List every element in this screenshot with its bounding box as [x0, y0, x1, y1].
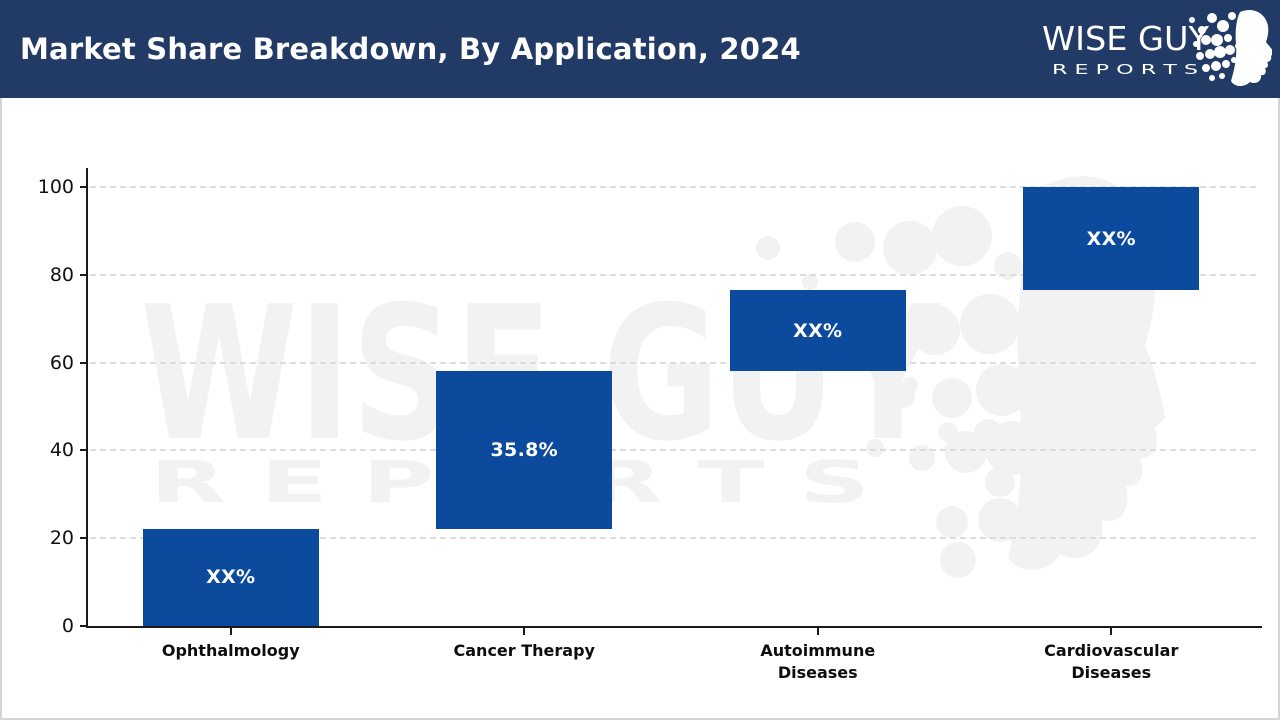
bar-value-label: XX% [1086, 227, 1136, 250]
x-tick-mark [1110, 628, 1113, 635]
y-tick-label: 40 [49, 439, 74, 462]
x-axis-label: Cancer Therapy [453, 641, 595, 660]
bar-segment: XX% [729, 290, 906, 372]
bar-value-label: XX% [793, 319, 843, 342]
x-tick-mark [523, 628, 526, 635]
bar-segment: XX% [142, 528, 319, 626]
chart-canvas: WISE GUY R E P O R T S 020406080100XX%Op… [0, 98, 1280, 720]
x-tick-mark [229, 628, 232, 635]
x-axis-label: Cardiovascular Diseases [1044, 641, 1179, 682]
waterfall-chart: 0 20 40 60 80 100 XX% Ophthalmology 35.8% Cancer … [0, 98, 1280, 720]
y-tick-mark [80, 449, 87, 452]
wise-guy-reports-logo: WISE GUY R E P O R T S [1042, 9, 1272, 86]
y-gridline [90, 449, 1256, 452]
x-axis-label: Autoimmune Diseases [760, 641, 876, 682]
y-tick-label: 20 [49, 527, 74, 550]
y-tick-mark [80, 361, 87, 364]
content-border-left [0, 98, 2, 720]
content-border-right [1278, 98, 1280, 720]
y-tick-label: 0 [61, 615, 74, 637]
y-tick-label: 60 [49, 351, 74, 374]
header-bar: Market Share Breakdown, By Application, … [0, 0, 1280, 98]
bar-value-label: 35.8% [490, 438, 558, 461]
y-tick-mark [80, 625, 87, 627]
x-axis-label: Ophthalmology [161, 641, 300, 660]
bar-value-label: XX% [206, 566, 256, 589]
y-gridline [90, 186, 1256, 188]
logo-face-icon [1189, 9, 1272, 86]
logo-subtext: R E P O R T S [1052, 63, 1198, 78]
y-gridline [90, 361, 1256, 364]
y-tick-mark [80, 537, 87, 540]
bar-segment: XX% [1023, 187, 1200, 291]
y-tick-label: 80 [49, 263, 74, 286]
bar-segment: 35.8% [436, 371, 613, 529]
logo-wordmark: WISE GUY [1042, 19, 1210, 58]
y-tick-mark [80, 273, 87, 276]
y-tick-label: 100 [37, 176, 74, 198]
y-gridline [90, 537, 1256, 540]
y-axis-line [86, 168, 88, 628]
x-tick-mark [816, 628, 819, 635]
page-title: Market Share Breakdown, By Application, … [20, 32, 801, 66]
y-gridline [90, 273, 1256, 276]
x-axis-line [86, 626, 1262, 628]
content-border-bottom [0, 718, 1280, 720]
y-tick-mark [80, 186, 87, 188]
